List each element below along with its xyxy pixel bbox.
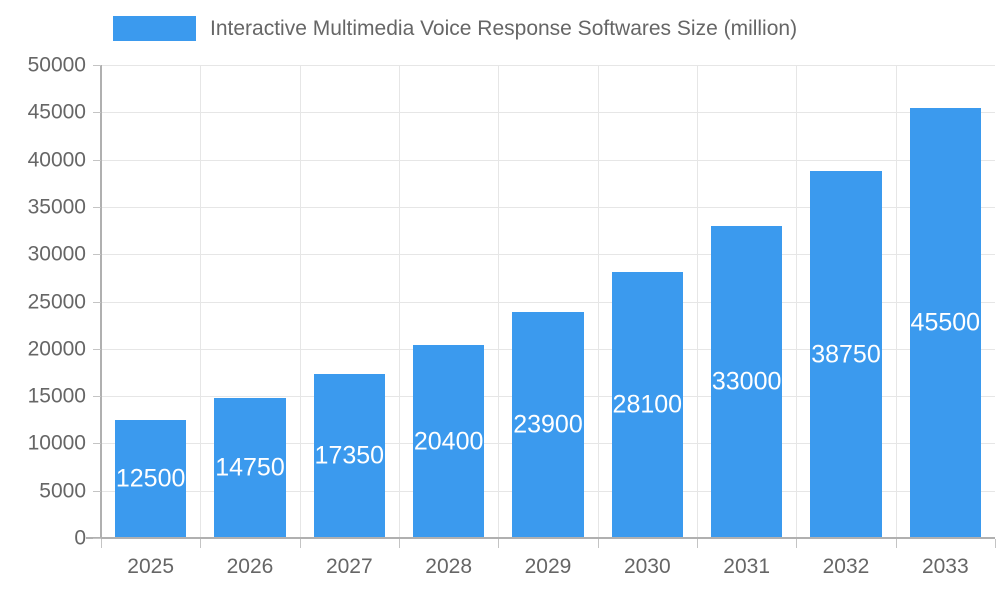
gridline-horizontal	[101, 254, 995, 256]
x-axis-category-label: 2032	[822, 555, 870, 578]
y-axis-tick-label: 25000	[27, 290, 86, 313]
y-axis-tick-label: 15000	[27, 384, 86, 408]
y-axis-line	[100, 65, 102, 539]
y-axis-tick	[93, 112, 101, 114]
x-axis-tick	[399, 539, 400, 548]
bar-value-label: 33000	[711, 367, 782, 396]
y-axis-tick-label: 35000	[27, 195, 86, 219]
gridline-vertical	[498, 65, 499, 538]
gridline-vertical	[598, 65, 599, 538]
gridline-vertical	[399, 65, 400, 538]
x-axis-tick	[796, 539, 797, 548]
y-axis-tick-label: 20000	[27, 337, 86, 361]
bar-value-label: 23900	[513, 410, 583, 439]
y-axis-tick-label: 10000	[27, 431, 86, 455]
y-axis-tick-label: 5000	[39, 479, 86, 503]
gridline-vertical	[300, 65, 301, 538]
bar[interactable]: 33000	[711, 225, 783, 538]
gridline-horizontal	[101, 159, 995, 161]
y-axis-tick	[93, 206, 101, 208]
x-axis-category-label: 2025	[127, 555, 175, 578]
x-axis-tick	[101, 539, 102, 548]
gridline-horizontal	[101, 65, 995, 66]
x-axis-tick	[300, 539, 301, 548]
bar-value-label: 17350	[314, 441, 385, 470]
x-axis-tick	[896, 539, 897, 548]
gridline-vertical	[697, 65, 698, 538]
bar[interactable]: 23900	[512, 311, 584, 538]
x-axis-category-label: 2026	[226, 555, 274, 578]
x-axis-category-label: 2031	[723, 555, 771, 578]
gridline-vertical	[796, 65, 797, 538]
bar[interactable]: 45500	[909, 107, 981, 538]
x-axis-tick	[200, 539, 201, 548]
bar[interactable]: 20400	[413, 345, 485, 538]
bar-value-label: 20400	[413, 427, 484, 456]
x-axis-tick	[598, 539, 599, 548]
y-axis-tick	[93, 538, 101, 539]
bar[interactable]: 14750	[214, 398, 286, 538]
bar-value-label: 12500	[115, 464, 186, 493]
y-axis-tick-label: 40000	[27, 148, 86, 172]
y-axis-tick-label: 0	[74, 526, 86, 550]
plot-area: 12500 14750 17350 20400 23900 28100 33000 38750…	[101, 65, 995, 538]
y-axis-tick-label: 50000	[27, 53, 86, 77]
bar[interactable]: 17350	[313, 373, 385, 538]
bar-value-label: 14750	[215, 453, 285, 482]
y-axis-tick	[93, 396, 101, 398]
gridline-vertical	[896, 65, 897, 538]
x-axis-tick	[498, 539, 499, 548]
legend-label: Interactive Multimedia Voice Response So…	[210, 16, 798, 40]
x-axis-category-label: 2033	[921, 555, 969, 578]
y-axis-tick	[93, 65, 101, 66]
x-axis-category-label: 2029	[524, 555, 572, 578]
gridline-vertical	[200, 65, 201, 538]
gridline-horizontal	[101, 206, 995, 208]
bar-value-label: 28100	[612, 390, 683, 419]
y-axis-tick	[93, 254, 101, 256]
x-axis-category-label: 2028	[425, 555, 473, 578]
y-axis-tick	[93, 159, 101, 161]
bar-value-label: 38750	[811, 340, 881, 369]
gridline-horizontal	[101, 301, 995, 303]
chart-legend: Interactive Multimedia Voice Response So…	[113, 14, 797, 42]
x-axis-category-label: 2027	[325, 555, 373, 578]
y-axis-tick	[93, 348, 101, 350]
bar[interactable]: 38750	[810, 171, 882, 538]
y-axis-tick-label: 30000	[27, 242, 86, 266]
gridline-horizontal	[101, 112, 995, 114]
bar[interactable]: 12500	[115, 419, 187, 538]
y-axis-tick	[93, 443, 101, 445]
y-axis-tick	[93, 301, 101, 303]
y-axis-tick	[93, 490, 101, 492]
legend-color-swatch	[113, 15, 196, 41]
x-axis-tick	[995, 539, 996, 548]
y-axis-tick-label: 45000	[27, 100, 86, 124]
x-axis-category-label: 2030	[623, 555, 671, 578]
x-axis-tick	[697, 539, 698, 548]
bar-value-label: 45500	[910, 308, 981, 337]
bar[interactable]: 28100	[611, 272, 683, 538]
x-axis-line	[86, 537, 995, 539]
